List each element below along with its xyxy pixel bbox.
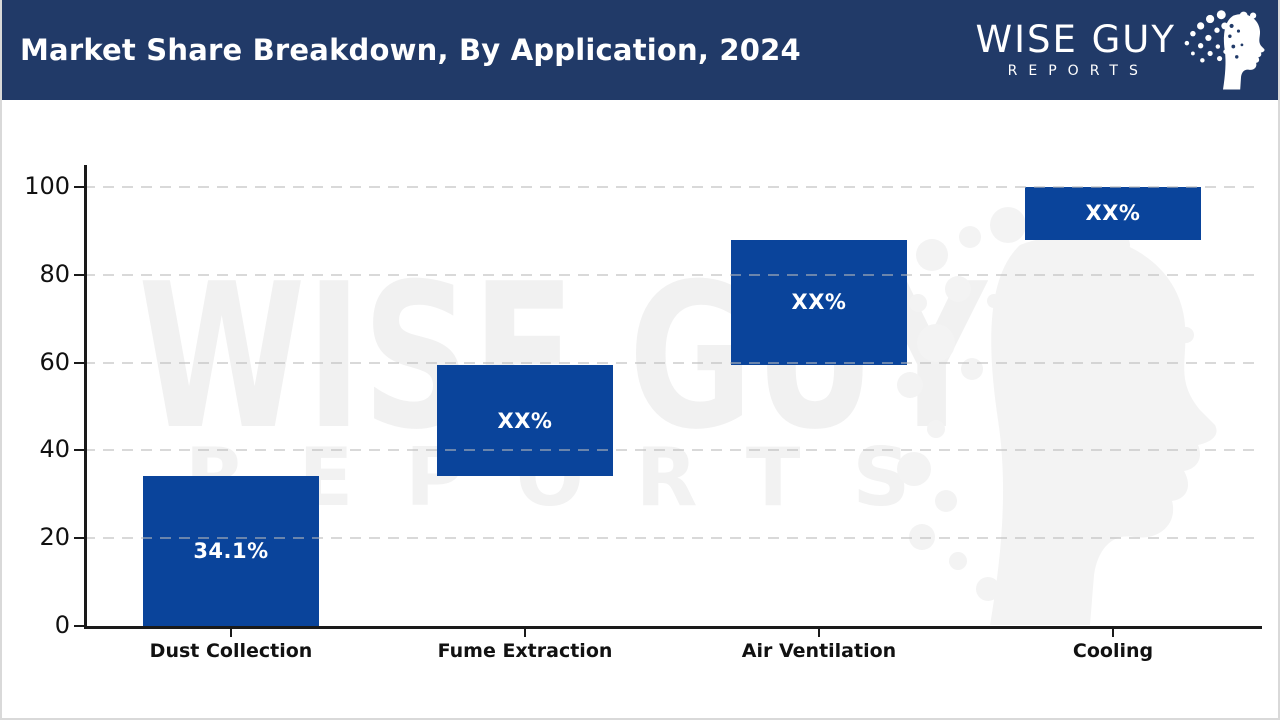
x-tick-mark: [524, 628, 526, 637]
y-tick-label: 0: [54, 611, 70, 639]
logo-face-icon: [1184, 10, 1265, 90]
y-tick-mark: [74, 361, 84, 364]
bar-air-ventilation: XX%: [731, 239, 907, 365]
y-tick-label: 80: [39, 259, 70, 288]
logo-subtext: REPORTS: [1007, 63, 1149, 79]
wiseguy-logo: WISE GUY REPORTS: [976, 6, 1266, 94]
gridline: [84, 186, 1262, 188]
y-axis-line: [84, 165, 87, 629]
gridline: [84, 537, 1262, 540]
x-category-label: Cooling: [1072, 640, 1154, 662]
y-tick-label: 60: [39, 347, 70, 376]
logo-wordmark: WISE GUY REPORTS: [976, 21, 1176, 79]
y-tick-label: 100: [24, 172, 70, 200]
gridline: [84, 449, 1262, 452]
bar-cooling: XX%: [1025, 187, 1201, 240]
bar-value-label: XX%: [1085, 201, 1141, 226]
header-bar: Market Share Breakdown, By Application, …: [0, 0, 1280, 100]
bar-value-label: XX%: [791, 290, 847, 315]
x-tick-mark: [1112, 628, 1114, 637]
y-tick-mark: [74, 537, 84, 540]
watermark-face: [897, 206, 1217, 625]
x-category-label: Fume Extraction: [437, 640, 613, 662]
logo-name: WISE GUY: [975, 18, 1176, 61]
x-axis-line: [84, 626, 1262, 629]
gridline: [84, 361, 1262, 364]
y-tick-mark: [74, 186, 84, 188]
gridline: [84, 273, 1262, 276]
x-tick-mark: [230, 628, 232, 637]
y-tick-label: 20: [39, 523, 70, 552]
bar-fume-extraction: XX%: [437, 364, 613, 477]
y-tick-label: 40: [39, 435, 70, 464]
x-category-label: Air Ventilation: [741, 640, 897, 662]
y-tick-mark: [74, 273, 84, 276]
bar-dust-collection: 34.1%: [143, 476, 319, 626]
x-tick-mark: [818, 628, 820, 637]
y-tick-mark: [74, 449, 84, 452]
y-tick-mark: [74, 625, 84, 627]
chart-title: Market Share Breakdown, By Application, …: [20, 33, 801, 67]
bar-value-label: 34.1%: [193, 539, 269, 564]
x-category-label: Dust Collection: [149, 640, 313, 662]
bar-value-label: XX%: [497, 408, 553, 433]
